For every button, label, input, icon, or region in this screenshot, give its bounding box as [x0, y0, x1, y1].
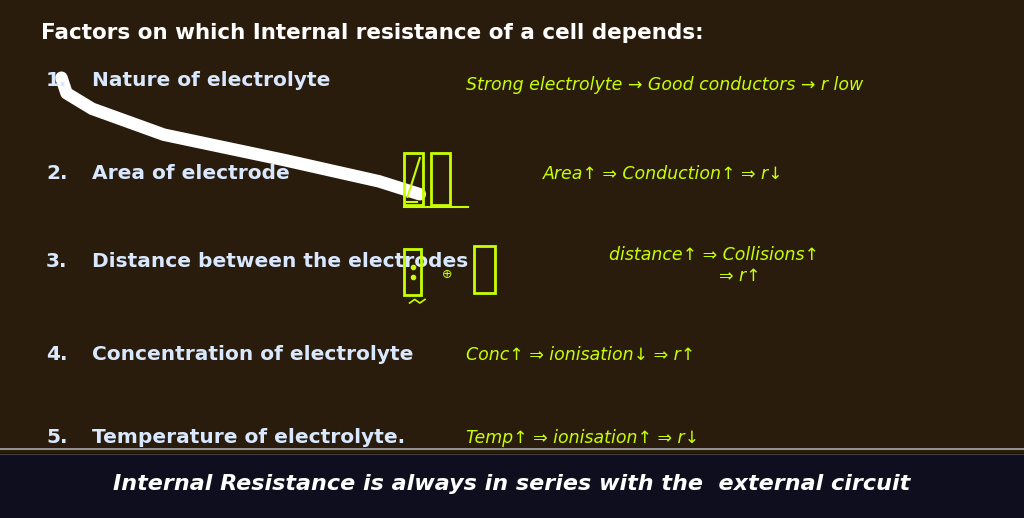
Text: 4.: 4.	[46, 346, 68, 364]
Text: Temp↑ ⇒ ionisation↑ ⇒ r↓: Temp↑ ⇒ ionisation↑ ⇒ r↓	[466, 429, 699, 447]
Text: 1.: 1.	[46, 71, 68, 90]
Bar	[431, 153, 450, 205]
Text: Temperature of electrolyte.: Temperature of electrolyte.	[92, 428, 406, 447]
Bar	[404, 249, 421, 295]
Bar	[474, 246, 495, 293]
Text: Internal Resistance is always in series with the  external circuit: Internal Resistance is always in series …	[114, 474, 910, 494]
Text: Conc↑ ⇒ ionisation↓ ⇒ r↑: Conc↑ ⇒ ionisation↓ ⇒ r↑	[466, 346, 695, 364]
Bar	[0, 453, 1024, 518]
Text: 5.: 5.	[46, 428, 68, 447]
Text: Strong electrolyte → Good conductors → r low: Strong electrolyte → Good conductors → r…	[466, 77, 863, 94]
Text: Concentration of electrolyte: Concentration of electrolyte	[92, 346, 414, 364]
Text: Area↑ ⇒ Conduction↑ ⇒ r↓: Area↑ ⇒ Conduction↑ ⇒ r↓	[543, 165, 783, 182]
Text: ⊕: ⊕	[442, 268, 453, 281]
Text: distance↑ ⇒ Collisions↑
                    ⇒ r↑: distance↑ ⇒ Collisions↑ ⇒ r↑	[609, 246, 819, 284]
Text: Factors on which Internal resistance of a cell depends:: Factors on which Internal resistance of …	[41, 23, 703, 44]
Text: Area of electrode: Area of electrode	[92, 164, 290, 183]
Text: Nature of electrolyte: Nature of electrolyte	[92, 71, 331, 90]
Text: Distance between the electrodes: Distance between the electrodes	[92, 252, 468, 271]
Text: 3.: 3.	[46, 252, 68, 271]
Text: 2.: 2.	[46, 164, 68, 183]
Bar	[404, 153, 423, 205]
